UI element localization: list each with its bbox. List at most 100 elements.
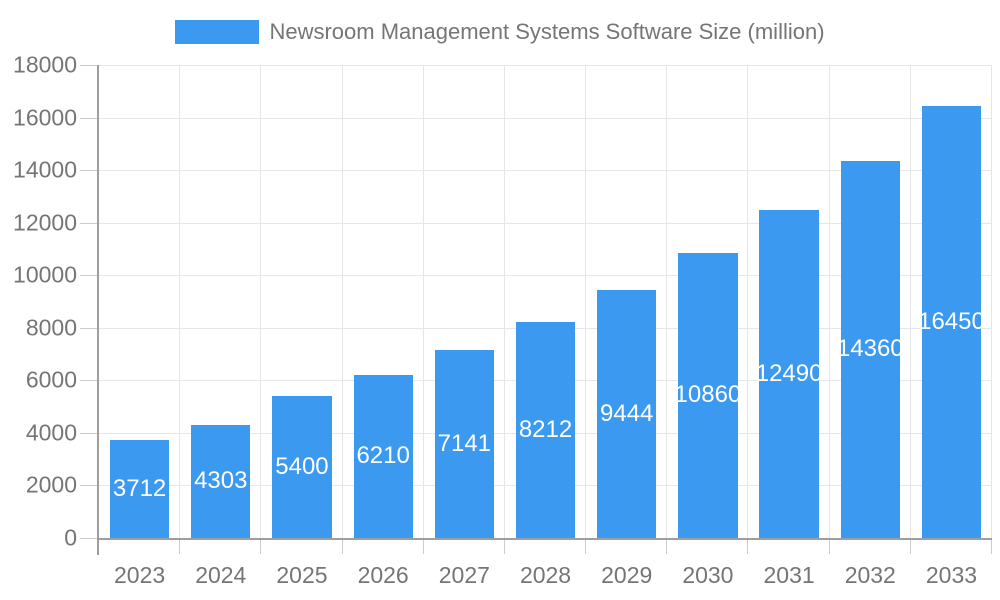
bar-slot: 8212: [505, 65, 586, 538]
bar-value-label: 14360: [836, 335, 904, 363]
gridline-vertical: [260, 65, 262, 538]
bar-2024[interactable]: 4303: [191, 424, 251, 538]
bar-2026[interactable]: 6210: [353, 374, 413, 538]
y-axis-tick: [80, 170, 97, 172]
bar-slot: 16450: [911, 65, 992, 538]
gridline-horizontal: [99, 275, 992, 277]
gridline-vertical: [503, 65, 505, 538]
gridline-vertical: [341, 65, 343, 538]
bar-value-label: 9444: [600, 399, 654, 427]
bar-2023[interactable]: 3712: [109, 440, 170, 538]
x-axis-tick: [422, 540, 424, 554]
bar-slot: 7141: [424, 65, 505, 538]
bar-value-label: 5400: [275, 453, 329, 481]
bars-row: 3712 4303 5400 6210 7141 8212 9444 10860 12490 14…: [99, 65, 992, 538]
gridline-vertical: [991, 65, 992, 538]
x-axis-tick: [341, 540, 343, 554]
bar-value-label: 8212: [518, 416, 573, 444]
x-axis-tick: [179, 540, 181, 554]
legend-item[interactable]: Newsroom Management Systems Software Siz…: [175, 19, 825, 45]
gridline-vertical: [666, 65, 668, 538]
legend: Newsroom Management Systems Software Siz…: [0, 19, 1000, 45]
gridline-horizontal: [99, 65, 992, 66]
y-axis-tick-label: 8000: [25, 314, 77, 341]
bar-slot: 5400: [261, 65, 342, 538]
y-axis-tick: [80, 327, 97, 329]
gridline-vertical: [828, 65, 830, 538]
bar-2025[interactable]: 5400: [272, 396, 332, 538]
bar-value-label: 3712: [112, 475, 167, 503]
bar-2029[interactable]: 9444: [597, 289, 657, 538]
y-axis-extension-tick: [97, 540, 99, 555]
x-axis-tick-label: 2033: [925, 562, 978, 588]
x-axis-tick: [991, 540, 992, 554]
bar-value-label: 6210: [356, 442, 410, 470]
gridline-vertical: [909, 65, 911, 538]
x-axis-tick-label: 2028: [519, 562, 572, 588]
gridline-vertical: [585, 65, 587, 538]
gridline-horizontal: [99, 117, 992, 119]
y-axis-tick: [80, 65, 97, 66]
bar-slot: 10860: [667, 65, 748, 538]
plot-area: 3712 4303 5400 6210 7141 8212 9444 10860 12490 14…: [97, 65, 992, 540]
gridline-horizontal: [99, 222, 992, 224]
y-axis-tick-label: 14000: [13, 156, 77, 183]
bar-2028[interactable]: 8212: [515, 322, 576, 538]
y-axis-tick: [80, 432, 97, 434]
legend-label: Newsroom Management Systems Software Siz…: [269, 19, 825, 44]
y-axis-tick: [80, 538, 97, 539]
bar-slot: 12490: [749, 65, 830, 538]
x-axis-tick: [260, 540, 262, 554]
x-axis-tick-label: 2023: [114, 562, 166, 588]
bar-value-label: 16450: [918, 307, 985, 335]
x-axis-tick-label: 2026: [357, 562, 409, 588]
y-axis-tick: [80, 380, 97, 382]
y-axis-tick-label: 10000: [13, 261, 77, 288]
bar-value-label: 12490: [755, 359, 823, 387]
x-axis-tick-label: 2025: [276, 562, 328, 588]
y-axis-tick-label: 2000: [25, 471, 77, 498]
bar-slot: 4303: [180, 65, 261, 538]
gridline-vertical: [179, 65, 181, 538]
y-axis-tick-label: 0: [64, 524, 77, 551]
x-axis-tick-label: 2024: [195, 562, 247, 588]
y-axis-tick-label: 18000: [13, 51, 77, 78]
gridline-vertical: [422, 65, 424, 538]
legend-swatch: [175, 20, 260, 44]
x-axis-tick-label: 2032: [844, 562, 896, 588]
gridline-horizontal: [99, 170, 992, 172]
x-axis-ticks: [97, 540, 992, 555]
x-axis-tick: [666, 540, 668, 554]
y-axis-tick: [80, 117, 97, 119]
y-axis-tick: [80, 222, 97, 224]
bar-2033[interactable]: 16450: [918, 105, 985, 538]
bar-2027[interactable]: 7141: [434, 350, 494, 538]
x-axis-tick: [909, 540, 911, 554]
bar-slot: 9444: [586, 65, 667, 538]
gridline-vertical: [747, 65, 749, 538]
bar-slot: 6210: [343, 65, 424, 538]
bar-slot: 3712: [99, 65, 180, 538]
bar-value-label: 4303: [194, 467, 248, 495]
y-axis-tick-label: 4000: [25, 419, 77, 446]
bar-value-label: 10860: [674, 381, 742, 409]
bar-slot: 14360: [830, 65, 911, 538]
y-axis-tick-label: 6000: [25, 366, 77, 393]
bar-2031[interactable]: 12490: [756, 209, 822, 538]
x-axis-tick-label: 2030: [682, 562, 734, 588]
x-axis-tick: [585, 540, 587, 554]
x-axis-tick-label: 2027: [438, 562, 490, 588]
bar-2030[interactable]: 10860: [675, 252, 741, 538]
y-axis-tick-label: 16000: [13, 104, 77, 131]
y-axis-tick-label: 12000: [13, 209, 77, 236]
bar-value-label: 7141: [437, 430, 492, 458]
x-axis-tick: [503, 540, 505, 554]
bar-2032[interactable]: 14360: [837, 160, 904, 538]
x-axis-tick: [747, 540, 749, 554]
x-axis-tick: [828, 540, 830, 554]
y-axis-tick: [80, 275, 97, 277]
x-axis-labels: 2023 2024 2025 2026 2027 2028 2029 2030 2031 2032…: [99, 551, 992, 587]
x-axis-tick-label: 2029: [601, 562, 653, 588]
y-axis-tick: [80, 485, 97, 487]
